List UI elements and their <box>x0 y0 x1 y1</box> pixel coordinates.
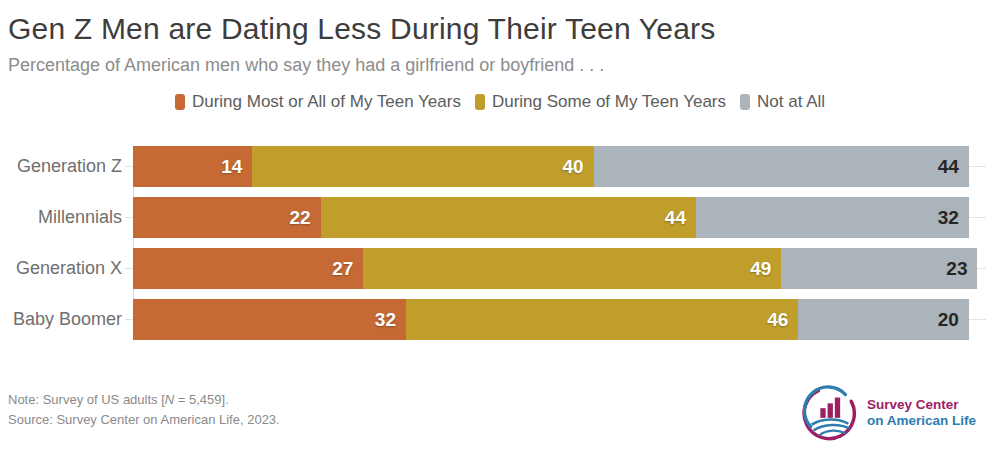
bar-stack: 22 44 32 <box>133 197 986 238</box>
legend-swatch-gold-icon <box>475 94 485 110</box>
category-label: Baby Boomer <box>0 309 133 330</box>
value-label: 44 <box>665 207 696 229</box>
value-label: 22 <box>290 207 321 229</box>
value-label: 40 <box>562 156 593 178</box>
bar-segment: 22 <box>133 197 321 238</box>
legend-item-not-at-all: Not at All <box>740 92 825 112</box>
legend-label: Not at All <box>757 92 825 112</box>
source-line: Source: Survey Center on American Life, … <box>8 410 280 430</box>
bar-segment: 23 <box>781 248 977 289</box>
bar-area: 32 46 20 <box>133 299 986 340</box>
chart-row: Generation X 27 49 23 <box>0 248 1000 289</box>
legend-swatch-gray-icon <box>740 94 750 110</box>
chart-rows: Generation Z 14 40 44 Millennials 22 44 32 Gener… <box>0 146 1000 340</box>
bar-segment: 14 <box>133 146 252 187</box>
survey-center-logo-text: Survey Center on American Life <box>867 397 976 429</box>
value-label: 23 <box>946 258 977 280</box>
value-label: 32 <box>938 207 969 229</box>
bar-segment: 32 <box>696 197 969 238</box>
value-label: 32 <box>375 309 406 331</box>
footnotes: Note: Survey of US adults [N = 5,459]. S… <box>8 390 280 430</box>
bar-segment: 20 <box>798 299 969 340</box>
chart-row: Millennials 22 44 32 <box>0 197 1000 238</box>
bar-segment: 46 <box>406 299 798 340</box>
bar-segment: 32 <box>133 299 406 340</box>
chart-title: Gen Z Men are Dating Less During Their T… <box>8 10 715 48</box>
category-label: Generation X <box>0 258 133 279</box>
value-label: 20 <box>938 309 969 331</box>
value-label: 27 <box>332 258 363 280</box>
bar-stack: 14 40 44 <box>133 146 986 187</box>
chart-subtitle: Percentage of American men who say they … <box>8 55 604 76</box>
stacked-bar-chart: Generation Z 14 40 44 Millennials 22 44 32 Gener… <box>0 146 1000 340</box>
bar-stack: 27 49 23 <box>133 248 986 289</box>
survey-center-logo: Survey Center on American Life <box>801 384 976 442</box>
bar-segment: 27 <box>133 248 363 289</box>
value-label: 44 <box>938 156 969 178</box>
note-line: Note: Survey of US adults [N = 5,459]. <box>8 390 280 410</box>
bar-segment: 49 <box>363 248 781 289</box>
value-label: 14 <box>221 156 252 178</box>
bar-area: 22 44 32 <box>133 197 986 238</box>
logo-line2: on American Life <box>867 413 976 429</box>
category-label: Millennials <box>0 207 133 228</box>
legend: During Most or All of My Teen Years Duri… <box>0 92 1000 112</box>
legend-label: During Most or All of My Teen Years <box>192 92 461 112</box>
category-label: Generation Z <box>0 156 133 177</box>
bar-stack: 32 46 20 <box>133 299 986 340</box>
chart-row: Baby Boomer 32 46 20 <box>0 299 1000 340</box>
legend-swatch-orange-icon <box>175 94 185 110</box>
value-label: 49 <box>750 258 781 280</box>
bar-segment: 44 <box>594 146 969 187</box>
chart-row: Generation Z 14 40 44 <box>0 146 1000 187</box>
bar-area: 14 40 44 <box>133 146 986 187</box>
value-label: 46 <box>767 309 798 331</box>
legend-label: During Some of My Teen Years <box>492 92 726 112</box>
chart-figure: Gen Z Men are Dating Less During Their T… <box>0 0 1000 462</box>
bar-segment: 40 <box>252 146 593 187</box>
survey-center-logo-icon <box>801 384 859 442</box>
legend-item-some: During Some of My Teen Years <box>475 92 726 112</box>
logo-line1: Survey Center <box>867 397 976 413</box>
bar-area: 27 49 23 <box>133 248 986 289</box>
bar-segment: 44 <box>321 197 696 238</box>
legend-item-most-or-all: During Most or All of My Teen Years <box>175 92 461 112</box>
